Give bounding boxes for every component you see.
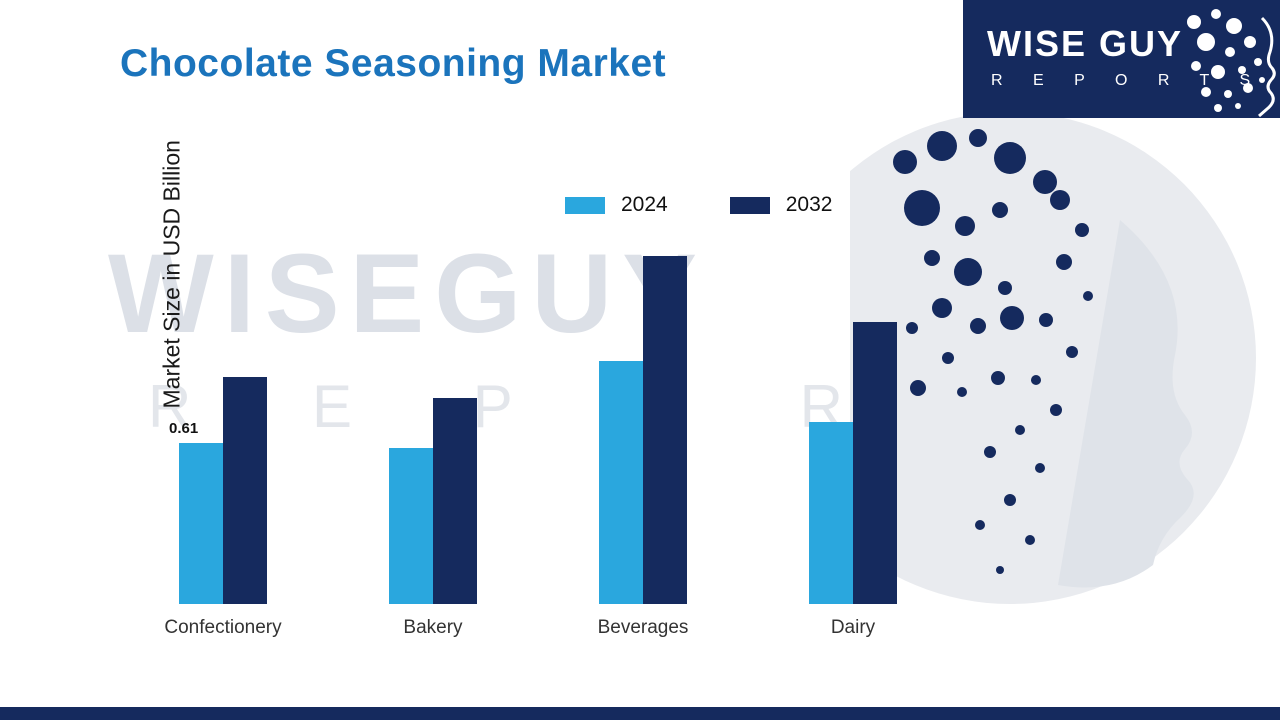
bar-group-dairy: Dairy (748, 254, 958, 638)
legend-item-2024: 2024 (565, 193, 668, 217)
bottom-accent-bar (0, 707, 1280, 720)
bar-2032-dairy (853, 322, 897, 604)
category-label-dairy: Dairy (830, 617, 876, 638)
bars (809, 254, 897, 604)
legend-label: 2024 (621, 193, 668, 216)
dotted-head-profile-icon (1187, 9, 1276, 118)
logo-wiseguy-text: WISE GUY (987, 23, 1184, 64)
bar-group-confectionery: 0.61 Confectionery (118, 254, 328, 638)
category-label-beverages: Beverages (597, 617, 689, 638)
category-label-confectionery: Confectionery (164, 617, 282, 638)
bar-2032-beverages (643, 256, 687, 604)
logo-block: WISE GUY R E P O R T S (963, 0, 1280, 118)
bar-2024-beverages (599, 361, 643, 604)
bars (599, 254, 687, 604)
logo-reports-text: R E P O R T S (991, 72, 1264, 89)
bars (389, 254, 477, 604)
chart-groups: 0.61 Confectionery Bakery Beverages Dairy (118, 254, 958, 638)
bars: 0.61 (169, 254, 267, 604)
legend-label: 2032 (785, 193, 833, 216)
y-axis-label: Market Size in USD Billion (158, 140, 185, 409)
bar-2032-bakery (433, 398, 477, 604)
bar-group-beverages: Beverages (538, 254, 748, 638)
legend-swatch-2024 (565, 196, 605, 214)
chart-title: Chocolate Seasoning Market (120, 42, 667, 85)
bar-2024-bakery (389, 448, 433, 604)
bar-2024-confectionery (179, 443, 223, 604)
bar-value-label: 0.61 (169, 420, 199, 437)
bar-2024-dairy (809, 422, 853, 604)
watermark-wiseguy-text: WISEGUY (108, 231, 707, 356)
legend: 2024 2032 (565, 193, 832, 217)
logo: WISE GUY R E P O R T S (987, 26, 1263, 90)
bar-group-bakery: Bakery (328, 254, 538, 638)
legend-item-2032: 2032 (729, 193, 833, 217)
legend-swatch-2032 (729, 196, 770, 214)
dotted-head-watermark (850, 112, 1256, 604)
bar-2032-confectionery (223, 377, 267, 604)
category-label-bakery: Bakery (403, 617, 463, 638)
